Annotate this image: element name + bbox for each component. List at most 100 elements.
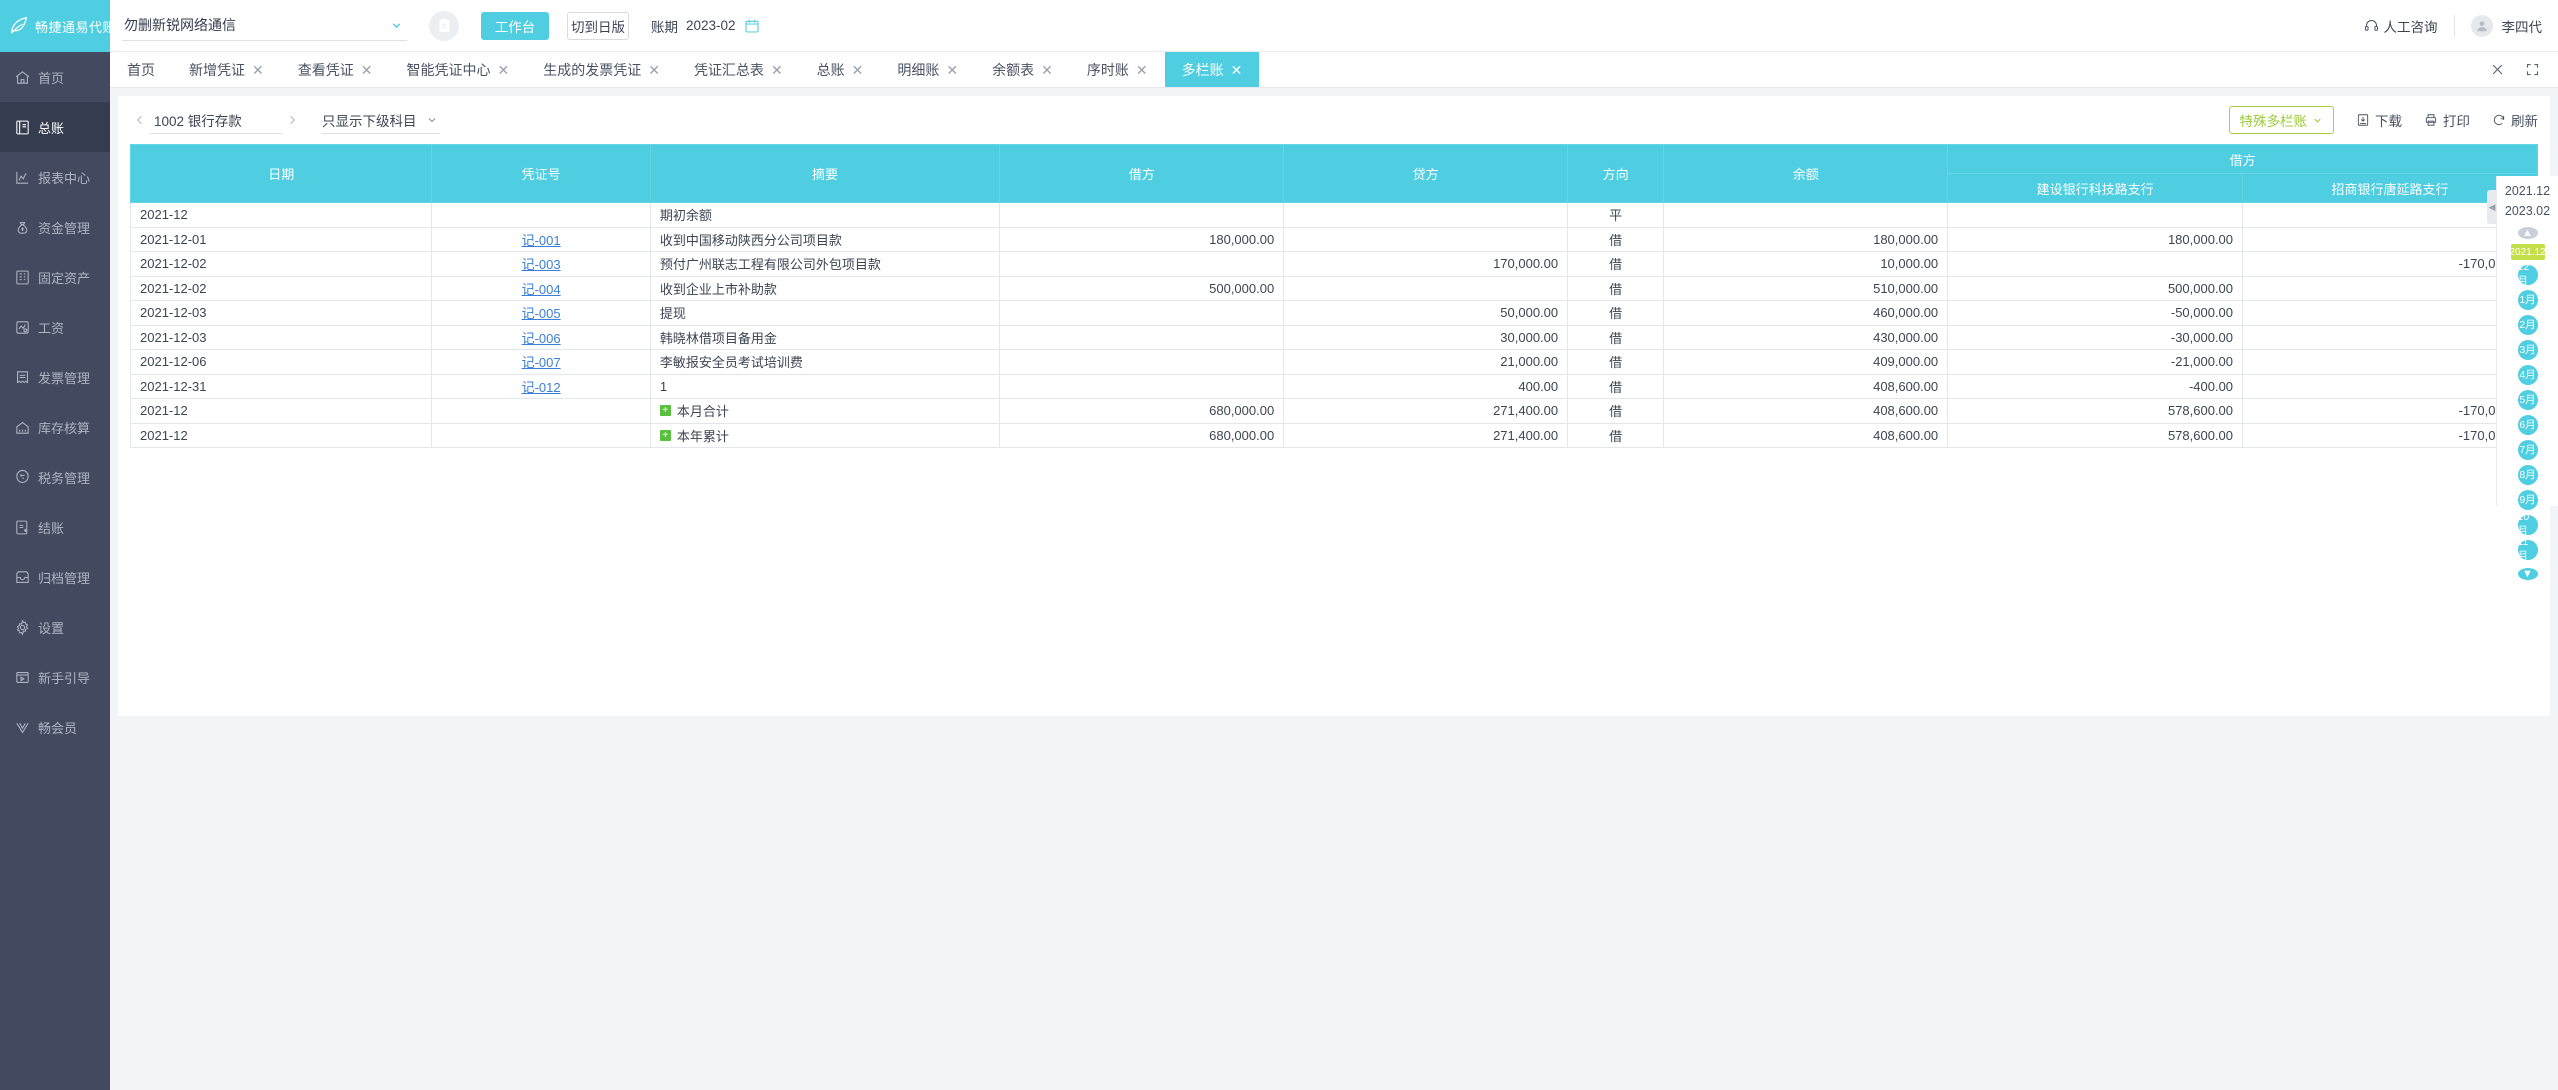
- download-button[interactable]: 下载: [2356, 110, 2402, 130]
- cell-balance: 430,000.00: [1663, 324, 1949, 350]
- collapse-up-icon[interactable]: ▲: [2517, 227, 2538, 239]
- tab-home[interactable]: 首页: [110, 52, 172, 87]
- user-menu[interactable]: 李四代: [2455, 14, 2543, 37]
- tab-new-voucher[interactable]: 新增凭证 ✕: [172, 52, 281, 87]
- sidebar-item-guide[interactable]: 新手引导: [0, 652, 110, 702]
- user-name: 李四代: [2501, 19, 2543, 35]
- tab-close-icon[interactable]: ✕: [360, 61, 373, 78]
- tab-close-icon[interactable]: ✕: [946, 61, 959, 78]
- rail-month-item[interactable]: 6月: [2517, 414, 2538, 435]
- sidebar-item-tax[interactable]: 税务管理: [0, 452, 110, 502]
- cell-direction: 借: [1567, 398, 1665, 424]
- tab-close-icon[interactable]: ✕: [497, 61, 510, 78]
- cell-date: 2021-12: [129, 422, 433, 448]
- sidebar-item-general-ledger[interactable]: 总账: [0, 102, 110, 152]
- special-multi-column-button[interactable]: 特殊多栏账: [2228, 106, 2334, 134]
- rail-month-item[interactable]: 8月: [2517, 464, 2538, 485]
- refresh-label: 刷新: [2511, 114, 2538, 129]
- next-account-button[interactable]: [282, 106, 302, 134]
- cell-voucher: 记-012: [431, 373, 651, 399]
- voucher-link[interactable]: 记-004: [521, 281, 561, 297]
- th-group-debit: 借方: [1947, 144, 2538, 174]
- tab-close-icon[interactable]: ✕: [252, 61, 264, 78]
- sidebar-item-payroll[interactable]: 工资: [0, 302, 110, 352]
- rail-handle-icon[interactable]: ◀: [2487, 190, 2497, 224]
- voucher-link[interactable]: 记-012: [521, 379, 561, 395]
- period-display: 账期 2023-02: [651, 16, 760, 36]
- fullscreen-icon[interactable]: [2525, 62, 2540, 77]
- rail-month-item[interactable]: 5月: [2517, 389, 2538, 410]
- prev-account-button[interactable]: [130, 106, 150, 134]
- tab-generated-invoice-voucher[interactable]: 生成的发票凭证 ✕: [526, 52, 677, 87]
- tab-close-icon[interactable]: ✕: [851, 61, 864, 78]
- tab-label: 凭证汇总表: [693, 61, 764, 78]
- rail-month-item[interactable]: 4月: [2517, 364, 2538, 385]
- sidebar-item-home[interactable]: 首页: [0, 52, 110, 102]
- sidebar-item-archive[interactable]: 归档管理: [0, 552, 110, 602]
- tab-view-voucher[interactable]: 查看凭证 ✕: [281, 52, 390, 87]
- rail-month-item[interactable]: 1月: [2517, 289, 2538, 310]
- voucher-link[interactable]: 记-001: [521, 232, 561, 248]
- rail-month-item[interactable]: 2月: [2517, 314, 2538, 335]
- tab-close-icon[interactable]: ✕: [1041, 61, 1053, 78]
- consult-button[interactable]: 人工咨询: [2364, 14, 2455, 37]
- tab-smart-voucher-center[interactable]: 智能凭证中心 ✕: [389, 52, 526, 87]
- tab-close-icon[interactable]: ✕: [1230, 61, 1243, 78]
- voucher-link[interactable]: 记-005: [521, 306, 561, 322]
- rail-month-item[interactable]: 11月: [2517, 536, 2538, 562]
- sidebar-label: 总账: [38, 120, 65, 136]
- expand-down-icon[interactable]: ▼: [2517, 568, 2538, 580]
- switch-version-button[interactable]: 切到日版: [567, 11, 629, 40]
- cell-credit: 400.00: [1283, 373, 1569, 399]
- sidebar-item-fixed-assets[interactable]: 固定资产: [0, 252, 110, 302]
- refresh-button[interactable]: 刷新: [2492, 110, 2538, 130]
- cell-voucher: [431, 398, 651, 424]
- print-label: 打印: [2443, 114, 2470, 129]
- rail-month-item[interactable]: 12月: [2517, 261, 2538, 287]
- sidebar-item-reports[interactable]: 报表中心: [0, 152, 110, 202]
- tab-close-icon[interactable]: ✕: [648, 61, 660, 78]
- cell-voucher: 记-007: [431, 349, 651, 375]
- rail-month-item[interactable]: 10月: [2517, 511, 2538, 537]
- tab-voucher-summary[interactable]: 凭证汇总表 ✕: [677, 52, 800, 87]
- sidebar-item-invoice[interactable]: 发票管理: [0, 352, 110, 402]
- voucher-link[interactable]: 记-007: [521, 355, 561, 371]
- voucher-link[interactable]: 记-003: [521, 257, 561, 273]
- voucher-link[interactable]: 记-006: [521, 330, 561, 346]
- sidebar-item-settings[interactable]: 设置: [0, 602, 110, 652]
- tab-close-icon[interactable]: ✕: [1135, 61, 1148, 78]
- tab-detail-ledger[interactable]: 明细账 ✕: [880, 52, 975, 87]
- period-label: 账期: [651, 19, 678, 35]
- rail-month-item[interactable]: 7月: [2517, 439, 2538, 460]
- th-abstract: 摘要: [649, 144, 1001, 203]
- workbench-button[interactable]: 工作台: [481, 11, 549, 40]
- cell-sub2: -170,000.00: [2242, 422, 2538, 448]
- sidebar-item-close-period[interactable]: 结账: [0, 502, 110, 552]
- expand-marker-icon[interactable]: +: [659, 405, 671, 417]
- tab-sequential-ledger[interactable]: 序时账 ✕: [1070, 52, 1165, 87]
- tab-label: 总账: [816, 61, 845, 78]
- expand-marker-icon[interactable]: +: [659, 429, 671, 441]
- cell-direction: 借: [1567, 226, 1665, 252]
- rail-month-item[interactable]: 9月: [2517, 489, 2538, 510]
- account-selector[interactable]: 1002 银行存款: [150, 106, 282, 134]
- calendar-icon[interactable]: [744, 18, 760, 34]
- cell-balance: 180,000.00: [1663, 226, 1949, 252]
- tax-icon: [16, 469, 29, 483]
- company-selector[interactable]: 勿删新锐网络通信: [122, 11, 407, 41]
- period-value: 2023-02: [686, 18, 736, 33]
- tab-close-icon[interactable]: ✕: [770, 61, 783, 78]
- print-button[interactable]: 打印: [2424, 110, 2470, 130]
- clipboard-button[interactable]: [429, 10, 459, 41]
- close-all-icon[interactable]: [2490, 62, 2505, 77]
- sidebar-item-inventory[interactable]: 库存核算: [0, 402, 110, 452]
- sidebar-item-vip[interactable]: 畅会员: [0, 702, 110, 752]
- rail-month-item[interactable]: 3月: [2517, 339, 2538, 360]
- tab-general-ledger[interactable]: 总账 ✕: [800, 52, 881, 87]
- sidebar-item-funds[interactable]: 资金管理: [0, 202, 110, 252]
- tab-multi-column-ledger[interactable]: 多栏账 ✕: [1164, 52, 1260, 87]
- cell-date: 2021-12-02: [129, 275, 433, 301]
- tab-balance-sheet[interactable]: 余额表 ✕: [975, 52, 1070, 87]
- rail-months: 2021.12 12月 1月 2月 3月 4月 5月 6月 7月 8月 9月 10月 11月: [2509, 242, 2546, 562]
- subaccount-filter[interactable]: 只显示下级科目: [322, 106, 440, 134]
